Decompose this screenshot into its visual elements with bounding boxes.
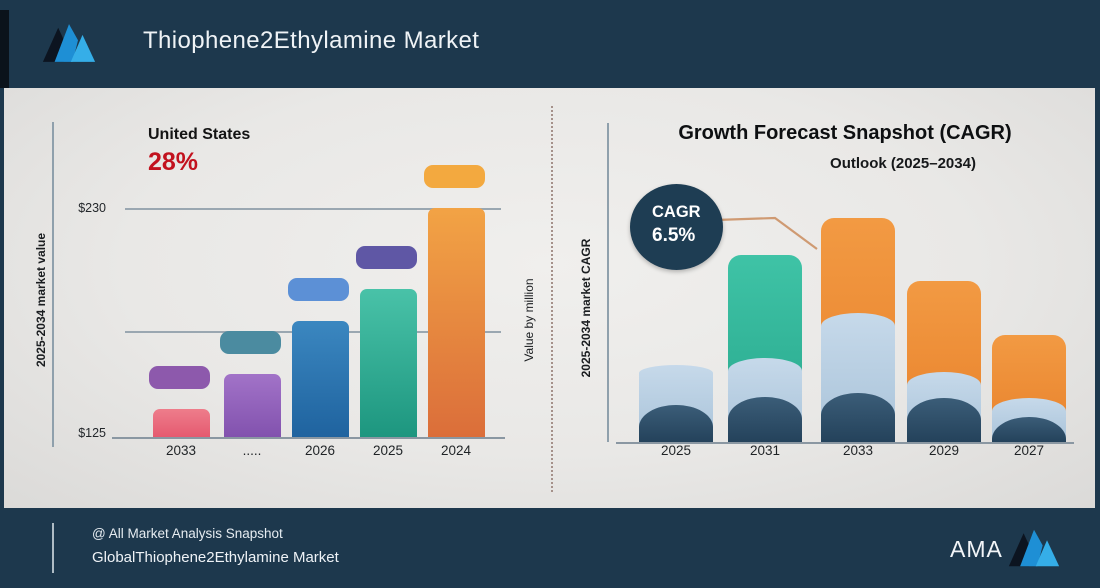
bar-cap-2033 — [148, 365, 210, 389]
cagr-callout-bubble: CAGR 6.5% — [630, 184, 723, 270]
left-ytick-top: $230 — [78, 201, 106, 215]
bar-2024 — [427, 208, 485, 437]
bar-cap-2025 — [355, 245, 417, 269]
left-y-axis-line — [52, 122, 54, 447]
left-chart-title: United States — [148, 126, 251, 143]
left-xtick-2025: 2025 — [372, 443, 404, 458]
left-xtick-2024: 2024 — [440, 443, 472, 458]
bar-2033-segment-base — [821, 393, 895, 442]
bar-2025 — [359, 288, 417, 437]
cagr-callout-value: 6.5% — [652, 225, 696, 246]
footer: @ All Market Analysis Snapshot GlobalThi… — [0, 508, 1100, 588]
left-x-axis-line — [112, 437, 505, 439]
bar-cap-2024 — [423, 165, 485, 188]
left-ytick-bottom: $125 — [78, 426, 106, 440]
right-chart-title: Growth Forecast Snapshot (CAGR) — [678, 122, 1012, 144]
page-title: Thiophene2Ethylamine Market — [143, 27, 480, 54]
right-xtick-2025: 2025 — [660, 443, 692, 458]
footer-divider-line — [52, 523, 54, 573]
right-xtick-2033: 2033 — [842, 443, 874, 458]
bar-..... — [223, 373, 281, 437]
left-xtick-.....: ..... — [242, 443, 262, 458]
bar-cap-..... — [219, 330, 281, 354]
bar-2033 — [152, 408, 210, 437]
right-y-axis-line — [607, 123, 609, 442]
bar-2029-segment-base — [907, 398, 981, 442]
bar-2025-segment-base — [639, 405, 713, 442]
right-xtick-2031: 2031 — [749, 443, 781, 458]
footer-ama-logo-icon — [1008, 529, 1060, 567]
footer-brand-text: AMA — [950, 536, 1003, 562]
right-xtick-2027: 2027 — [1013, 443, 1045, 458]
bar-2031-segment-base — [728, 397, 802, 442]
footer-snapshot-text: @ All Market Analysis Snapshot — [92, 526, 283, 541]
right-y-axis-title: 2025-2034 market CAGR — [579, 238, 593, 378]
right-chart-subtitle: Outlook (2025–2034) — [830, 155, 976, 172]
footer-market-text: GlobalThiophene2Ethylamine Market — [92, 549, 339, 566]
cagr-callout-label: CAGR — [652, 203, 701, 221]
ama-logo-icon — [42, 24, 96, 62]
header-accent-bar — [0, 10, 9, 88]
bar-2026 — [291, 321, 349, 437]
left-xtick-2033: 2033 — [165, 443, 197, 458]
right-xtick-2029: 2029 — [928, 443, 960, 458]
right-x-axis-line — [616, 442, 1074, 444]
left-gridline-230 — [125, 208, 501, 210]
left-chart-highlight-value: 28% — [148, 148, 199, 176]
panel-divider-dotted-line — [551, 106, 553, 492]
left-right-axis-title: Value by million — [522, 278, 536, 362]
left-xtick-2026: 2026 — [304, 443, 336, 458]
bar-cap-2026 — [287, 278, 349, 302]
left-y-axis-title: 2025-2034 market value — [34, 232, 48, 368]
